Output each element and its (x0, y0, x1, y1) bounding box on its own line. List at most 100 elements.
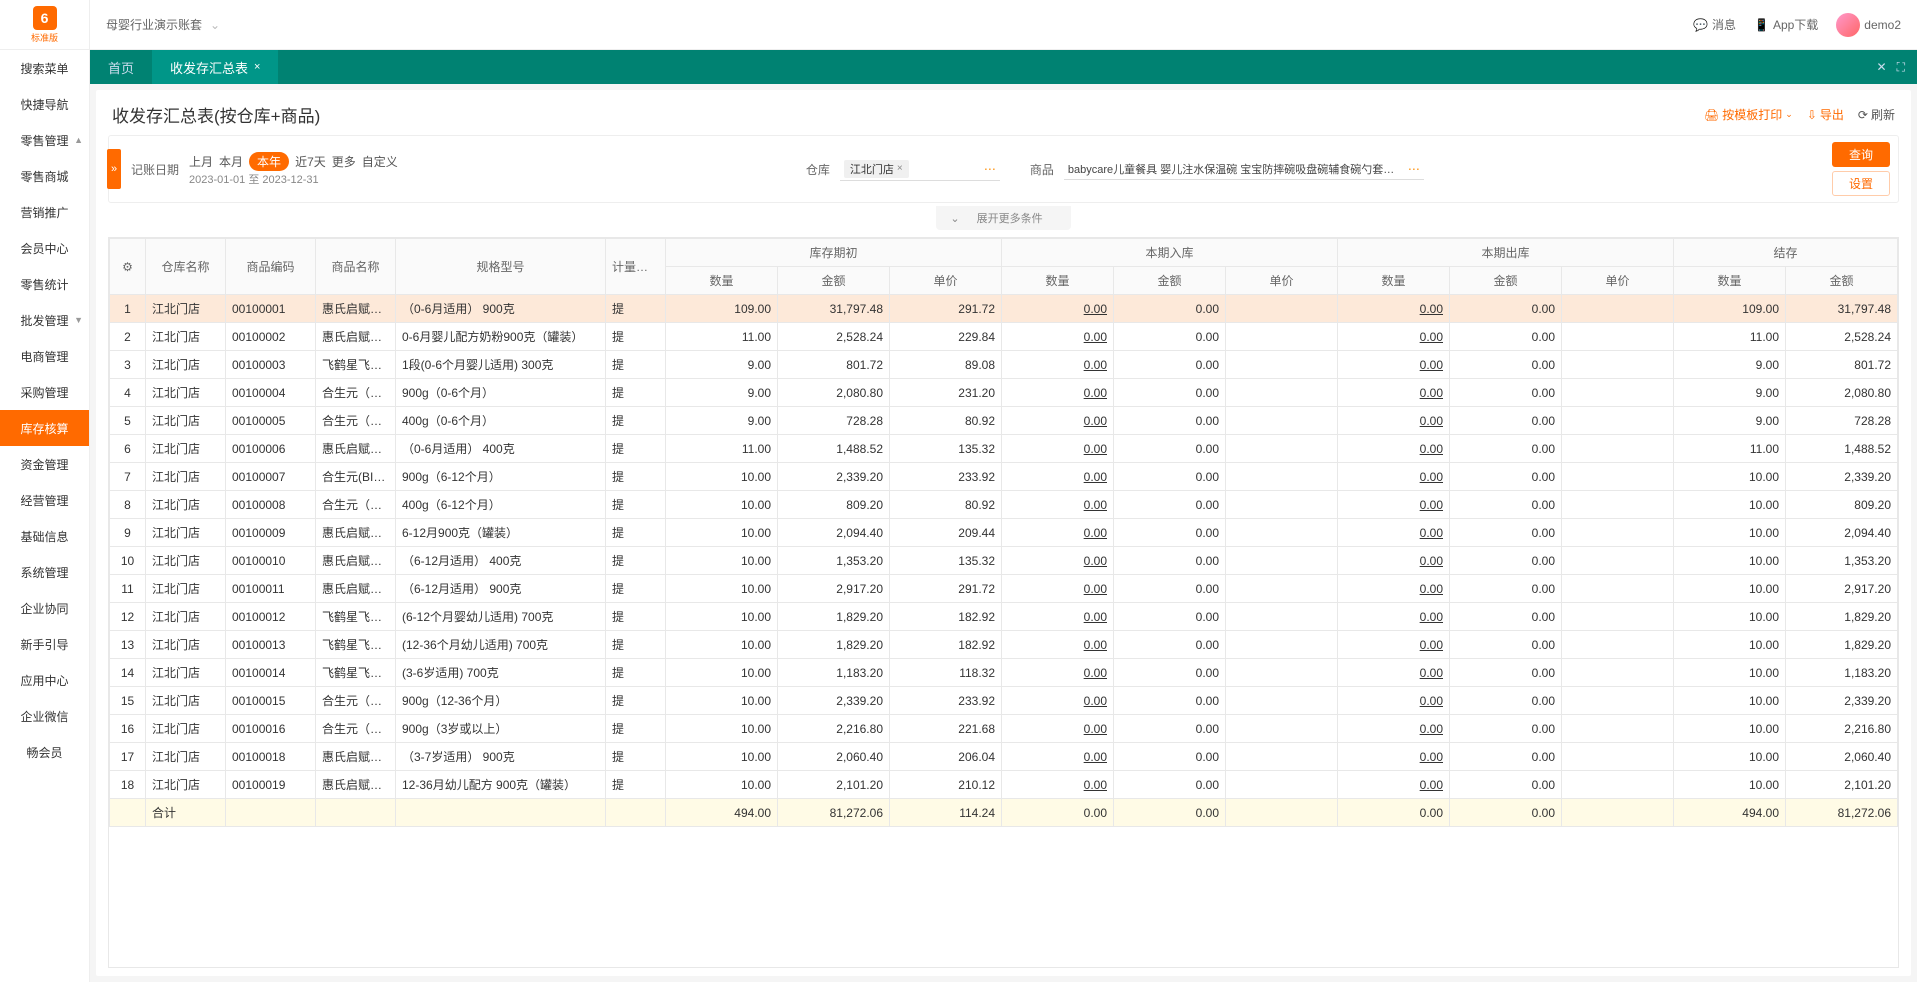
date-shortcut[interactable]: 上月 (189, 153, 213, 170)
col-code: 商品编码 (226, 239, 316, 295)
nav-item[interactable]: 搜索菜单 (0, 50, 89, 86)
table-row[interactable]: 5江北门店00100005合生元（BI...400g（0-6个月）提9.0072… (110, 407, 1898, 435)
avatar (1836, 13, 1860, 37)
chevron-down-icon: ⌄ (1785, 109, 1793, 120)
nav-item[interactable]: 零售商城 (0, 158, 89, 194)
col-warehouse: 仓库名称 (146, 239, 226, 295)
expand-conditions-button[interactable]: ⌄ 展开更多条件 (936, 206, 1070, 230)
date-shortcuts: 上月本月本年近7天更多自定义 (189, 152, 398, 171)
app-download-link[interactable]: 📱App下载 (1754, 16, 1818, 33)
table-row[interactable]: 6江北门店00100006惠氏启赋（...（0-6月适用） 400克提11.00… (110, 435, 1898, 463)
warehouse-select[interactable]: 江北门店× ⋯ (840, 158, 1000, 181)
fullscreen-icon[interactable]: ⛶ (1897, 60, 1905, 75)
export-icon: ⇩ (1807, 108, 1817, 122)
col-group-in: 本期入库 (1002, 239, 1338, 267)
col-group-balance: 结存 (1674, 239, 1898, 267)
nav-item[interactable]: 库存核算 (0, 410, 89, 446)
col-group-initial: 库存期初 (666, 239, 1002, 267)
goods-label: 商品 (1030, 161, 1054, 178)
nav-item[interactable]: 会员中心 (0, 230, 89, 266)
more-icon[interactable]: ⋯ (984, 162, 996, 176)
more-icon[interactable]: ⋯ (1408, 162, 1420, 176)
message-icon: 💬 (1693, 18, 1708, 32)
col-gear[interactable]: ⚙ (110, 239, 146, 295)
table-row[interactable]: 17江北门店00100018惠氏启赋（...（3-7岁适用） 900克提10.0… (110, 743, 1898, 771)
warehouse-label: 仓库 (806, 161, 830, 178)
table-row[interactable]: 7江北门店00100007合生元(BIO...900g（6-12个月）提10.0… (110, 463, 1898, 491)
nav-item[interactable]: 基础信息 (0, 518, 89, 554)
settings-button[interactable]: 设置 (1832, 171, 1890, 196)
phone-icon: 📱 (1754, 18, 1769, 32)
nav-item[interactable]: 新手引导 (0, 626, 89, 662)
date-shortcut[interactable]: 更多 (332, 153, 356, 170)
nav-item[interactable]: 经营管理 (0, 482, 89, 518)
nav-item[interactable]: 快捷导航 (0, 86, 89, 122)
filter-bar: » 记账日期 上月本月本年近7天更多自定义 2023-01-01 至 2023-… (108, 135, 1899, 203)
collapse-filter-button[interactable]: » (107, 149, 121, 189)
nav-item[interactable]: 系统管理 (0, 554, 89, 590)
data-table: ⚙ 仓库名称 商品编码 商品名称 规格型号 计量单位 库存期初 本期入库 本期出… (109, 238, 1898, 827)
chevron-icon: ▲ (74, 135, 83, 145)
nav-item[interactable]: 零售统计 (0, 266, 89, 302)
goods-select[interactable]: babycare儿童餐具 婴儿注水保温碗 宝宝防摔碗吸盘碗辅食碗勺套装 雀湖绿｜… (1064, 159, 1424, 180)
user-menu[interactable]: demo2 (1836, 13, 1901, 37)
table-row[interactable]: 3江北门店00100003飞鹤星飞帆...1段(0-6个月婴儿适用) 300克提… (110, 351, 1898, 379)
total-row: 合计 494.0081,272.06114.24 0.000.00 0.000.… (110, 799, 1898, 827)
table-row[interactable]: 9江北门店00100009惠氏启赋（...6-12月900克（罐装）提10.00… (110, 519, 1898, 547)
table-row[interactable]: 18江北门店00100019惠氏启赋（...12-36月幼儿配方 900克（罐装… (110, 771, 1898, 799)
nav-item[interactable]: 零售管理▲ (0, 122, 89, 158)
query-button[interactable]: 查询 (1832, 142, 1890, 167)
logo-sub: 标准版 (31, 31, 58, 44)
col-spec: 规格型号 (396, 239, 606, 295)
close-icon[interactable]: × (254, 61, 260, 73)
tag-remove-icon[interactable]: × (897, 163, 903, 174)
logo-icon: 6 (33, 6, 57, 30)
chevron-down-icon: ⌄ (210, 18, 220, 32)
date-shortcut[interactable]: 本月 (219, 153, 243, 170)
nav-item[interactable]: 畅会员 (0, 734, 89, 770)
table-wrap: ⚙ 仓库名称 商品编码 商品名称 规格型号 计量单位 库存期初 本期入库 本期出… (108, 237, 1899, 968)
table-row[interactable]: 8江北门店00100008合生元（BI...400g（6-12个月）提10.00… (110, 491, 1898, 519)
date-shortcut[interactable]: 近7天 (295, 153, 326, 170)
refresh-button[interactable]: ⟳刷新 (1858, 106, 1895, 123)
date-label: 记账日期 (131, 161, 179, 178)
account-selector[interactable]: 母婴行业演示账套 (106, 16, 202, 33)
nav-item[interactable]: 资金管理 (0, 446, 89, 482)
nav-item[interactable]: 采购管理 (0, 374, 89, 410)
nav-item[interactable]: 批发管理▼ (0, 302, 89, 338)
chevron-icon: ▼ (74, 315, 83, 325)
logo: 6 标准版 (0, 0, 89, 50)
date-shortcut[interactable]: 自定义 (362, 153, 398, 170)
nav-item[interactable]: 电商管理 (0, 338, 89, 374)
table-row[interactable]: 13江北门店00100013飞鹤星飞帆...(12-36个月幼儿适用) 700克… (110, 631, 1898, 659)
col-group-out: 本期出库 (1338, 239, 1674, 267)
export-button[interactable]: ⇩导出 (1807, 106, 1844, 123)
tabs: 首页收发存汇总表× ✕ ⛶ (90, 50, 1917, 84)
page-title: 收发存汇总表(按仓库+商品) (112, 102, 320, 127)
table-row[interactable]: 4江北门店00100004合生元（BI...900g（0-6个月）提9.002,… (110, 379, 1898, 407)
nav-item[interactable]: 营销推广 (0, 194, 89, 230)
table-row[interactable]: 12江北门店00100012飞鹤星飞帆...(6-12个月婴幼儿适用) 700克… (110, 603, 1898, 631)
table-row[interactable]: 2江北门店00100002惠氏启赋（...0-6月婴儿配方奶粉900克（罐装）提… (110, 323, 1898, 351)
table-row[interactable]: 16江北门店00100016合生元（BI...900g（3岁或以上）提10.00… (110, 715, 1898, 743)
date-shortcut[interactable]: 本年 (249, 152, 289, 171)
table-row[interactable]: 11江北门店00100011惠氏启赋（...（6-12月适用） 900克提10.… (110, 575, 1898, 603)
tab[interactable]: 收发存汇总表× (152, 50, 278, 84)
table-row[interactable]: 15江北门店00100015合生元（BI...900g（12-36个月）提10.… (110, 687, 1898, 715)
col-name: 商品名称 (316, 239, 396, 295)
col-unit: 计量单位 (606, 239, 666, 295)
tab[interactable]: 首页 (90, 50, 152, 84)
nav-item[interactable]: 企业协同 (0, 590, 89, 626)
tab-close-icon[interactable]: ✕ (1877, 60, 1887, 74)
nav-list: 搜索菜单快捷导航零售管理▲零售商城营销推广会员中心零售统计批发管理▼电商管理采购… (0, 50, 89, 982)
sidebar: 6 标准版 搜索菜单快捷导航零售管理▲零售商城营销推广会员中心零售统计批发管理▼… (0, 0, 90, 982)
messages-link[interactable]: 💬消息 (1693, 16, 1736, 33)
print-button[interactable]: 🖨按模板打印⌄ (1704, 106, 1793, 123)
nav-item[interactable]: 应用中心 (0, 662, 89, 698)
table-row[interactable]: 10江北门店00100010惠氏启赋（...（6-12月适用） 400克提10.… (110, 547, 1898, 575)
table-row[interactable]: 14江北门店00100014飞鹤星飞帆...(3-6岁适用) 700克提10.0… (110, 659, 1898, 687)
nav-item[interactable]: 企业微信 (0, 698, 89, 734)
table-row[interactable]: 1江北门店00100001惠氏启赋（...（0-6月适用） 900克提109.0… (110, 295, 1898, 323)
warehouse-tag: 江北门店× (844, 160, 909, 178)
goods-value: babycare儿童餐具 婴儿注水保温碗 宝宝防摔碗吸盘碗辅食碗勺套装 雀湖绿｜… (1068, 161, 1398, 177)
